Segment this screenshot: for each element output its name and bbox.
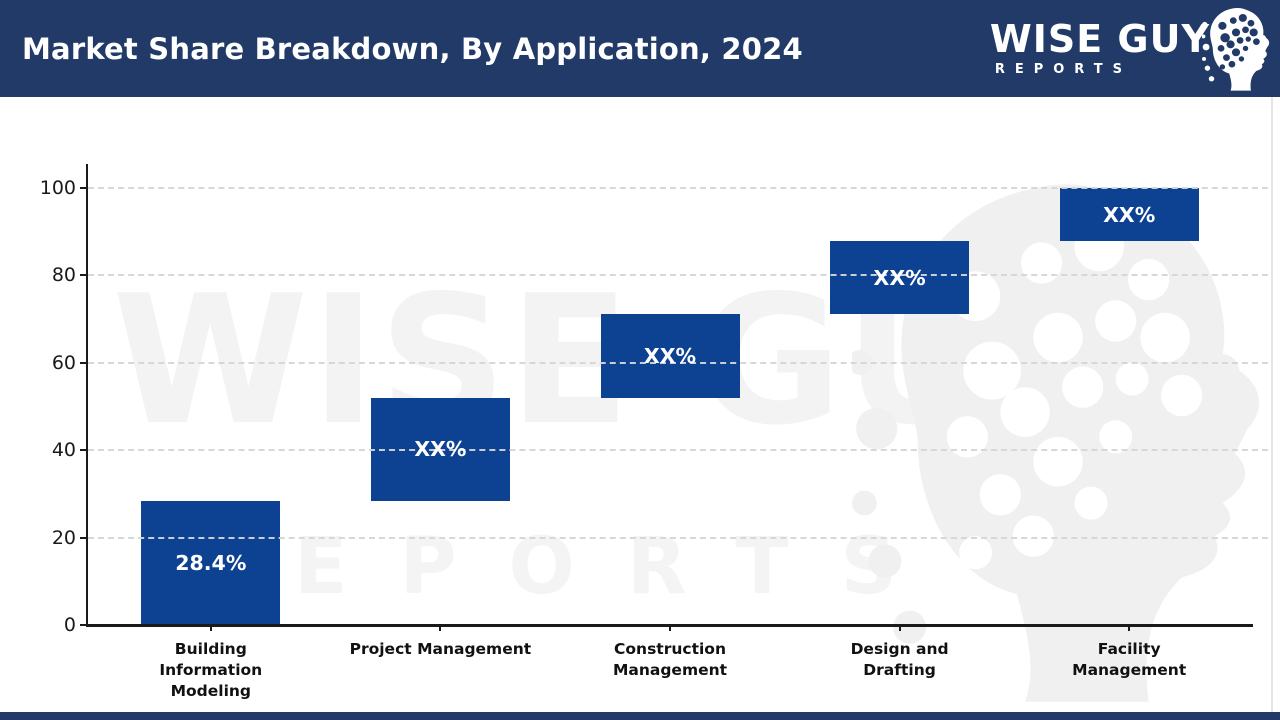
footer-bar — [0, 712, 1280, 720]
y-axis-tick — [80, 274, 87, 277]
bar — [1059, 188, 1199, 242]
brand-wordmark: WISE GUY — [989, 17, 1210, 61]
y-axis-tick — [80, 536, 87, 539]
grid-line — [88, 449, 1268, 452]
brand-head-icon — [1202, 7, 1270, 91]
bar — [141, 500, 281, 625]
x-category-label: Building Information Modeling — [159, 640, 263, 700]
bar-value-label: XX% — [1103, 202, 1156, 227]
bar-value-label: XX% — [643, 343, 697, 368]
y-axis-tick-label: 0 — [63, 614, 76, 636]
bar-value-label: 28.4% — [175, 550, 247, 575]
bar — [600, 313, 740, 398]
y-axis-line — [86, 164, 88, 626]
y-axis-tick — [80, 449, 87, 452]
grid-line — [88, 361, 1268, 364]
y-axis-tick-label: 100 — [39, 177, 76, 199]
x-axis-tick — [898, 625, 901, 631]
brand-sub-wordmark: REPORTS — [994, 62, 1132, 77]
y-axis-tick-label: 40 — [51, 439, 76, 462]
page-title: Market Share Breakdown, By Application, … — [22, 31, 803, 66]
bar-value-label: XX% — [873, 265, 926, 290]
grid-line — [88, 187, 1268, 189]
y-axis-tick-label: 60 — [51, 351, 76, 374]
brand-logo-text: WISE GUY REPORTS — [990, 20, 1210, 77]
x-axis-tick — [439, 625, 442, 631]
brand-logo: WISE GUY REPORTS — [990, 6, 1270, 92]
x-category-label: Project Management — [349, 640, 532, 658]
x-category-label: Facility Management — [1072, 640, 1187, 679]
grid-line — [88, 274, 1268, 277]
x-category-label: Construction Management — [612, 640, 728, 679]
x-axis-tick — [209, 625, 212, 631]
watermark-sub: REPORTS — [182, 522, 949, 612]
right-edge-hairline — [1271, 97, 1273, 712]
bar-value-label: XX% — [414, 437, 467, 462]
x-axis-tick — [1128, 625, 1131, 631]
x-category-label: Design and Drafting — [850, 640, 949, 679]
bar — [830, 241, 970, 314]
grid-line — [88, 536, 1268, 539]
y-axis-tick — [80, 187, 87, 189]
x-axis-tick — [669, 625, 671, 631]
header-bar: Market Share Breakdown, By Application, … — [0, 0, 1280, 97]
y-axis-tick — [80, 361, 87, 364]
y-axis-tick-label: 20 — [51, 526, 76, 549]
y-axis-tick — [80, 624, 87, 626]
y-axis-tick-label: 80 — [51, 264, 76, 287]
